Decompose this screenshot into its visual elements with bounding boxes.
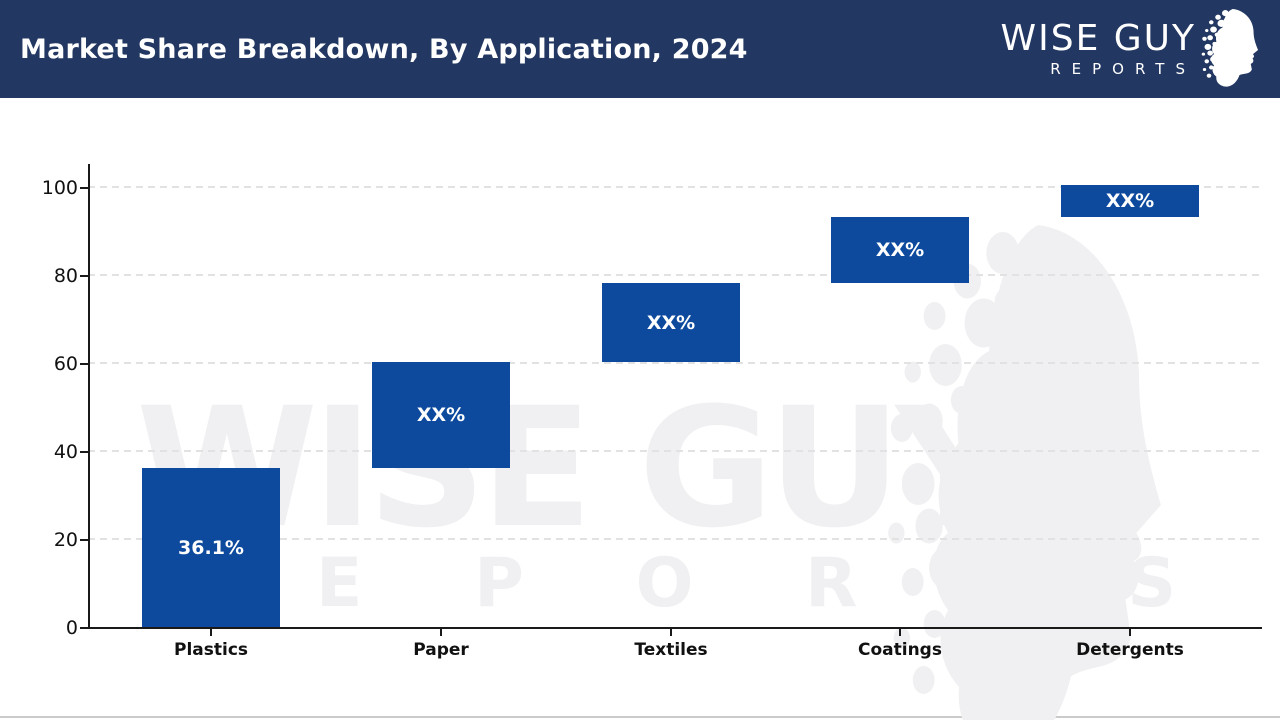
x-tick-textiles	[670, 629, 672, 636]
chart-title: Market Share Breakdown, By Application, …	[20, 33, 748, 65]
logo-reports-label: REPORTS	[1050, 59, 1196, 78]
bar-paper: XX%	[372, 362, 510, 469]
bottom-divider	[0, 716, 1280, 718]
gridline-40	[88, 450, 1262, 452]
watermark-wiseguy-text: WISE GUY	[136, 372, 1015, 564]
bar-plastics: 36.1%	[142, 468, 280, 627]
header-bar: Market Share Breakdown, By Application, …	[0, 0, 1280, 98]
gridline-100	[88, 186, 1262, 188]
x-axis-line	[87, 627, 1262, 629]
x-label-textiles: Textiles	[634, 640, 708, 660]
y-tick-60	[80, 363, 88, 365]
x-tick-coatings	[899, 629, 901, 636]
bar-coatings: XX%	[831, 217, 969, 283]
y-tick-label-60: 60	[53, 353, 78, 375]
y-tick-80	[80, 275, 88, 277]
bar-textiles: XX%	[602, 283, 740, 363]
y-tick-label-100: 100	[41, 177, 78, 199]
y-tick-label-0: 0	[65, 617, 78, 639]
bar-value-label-plastics: 36.1%	[178, 536, 244, 559]
logo-text: WISE GUY REPORTS	[1000, 17, 1197, 78]
gridline-20	[88, 538, 1262, 540]
chart-area: WISE GUY R E P O R T S 0 20 40 60 80 100 36.1%…	[0, 98, 1280, 720]
x-label-plastics: Plastics	[173, 640, 249, 660]
y-tick-label-40: 40	[53, 441, 78, 463]
y-tick-0	[80, 627, 88, 629]
bar-detergents: XX%	[1061, 184, 1199, 217]
y-tick-20	[80, 539, 88, 541]
y-tick-label-20: 20	[53, 529, 78, 551]
y-tick-100	[80, 187, 88, 189]
y-tick-label-80: 80	[53, 265, 78, 287]
gridline-60	[88, 362, 1262, 364]
x-tick-paper	[440, 629, 442, 636]
bar-value-label-detergents: XX%	[1105, 189, 1155, 212]
x-tick-plastics	[210, 629, 212, 636]
y-axis-line	[88, 164, 90, 629]
x-label-paper: Paper	[413, 640, 469, 660]
bar-value-label-paper: XX%	[416, 404, 466, 427]
x-tick-detergents	[1129, 629, 1131, 636]
y-tick-40	[80, 451, 88, 453]
logo-wiseguy-label: WISE GUY	[1000, 17, 1196, 59]
x-label-detergents: Detergents	[1076, 640, 1184, 660]
bar-value-label-textiles: XX%	[646, 311, 696, 334]
logo-head-icon	[1201, 9, 1259, 87]
wiseguy-logo: WISE GUY REPORTS	[1001, 8, 1263, 90]
bar-value-label-coatings: XX%	[875, 239, 925, 262]
x-label-coatings: Coatings	[858, 640, 942, 660]
gridline-80	[88, 274, 1262, 276]
